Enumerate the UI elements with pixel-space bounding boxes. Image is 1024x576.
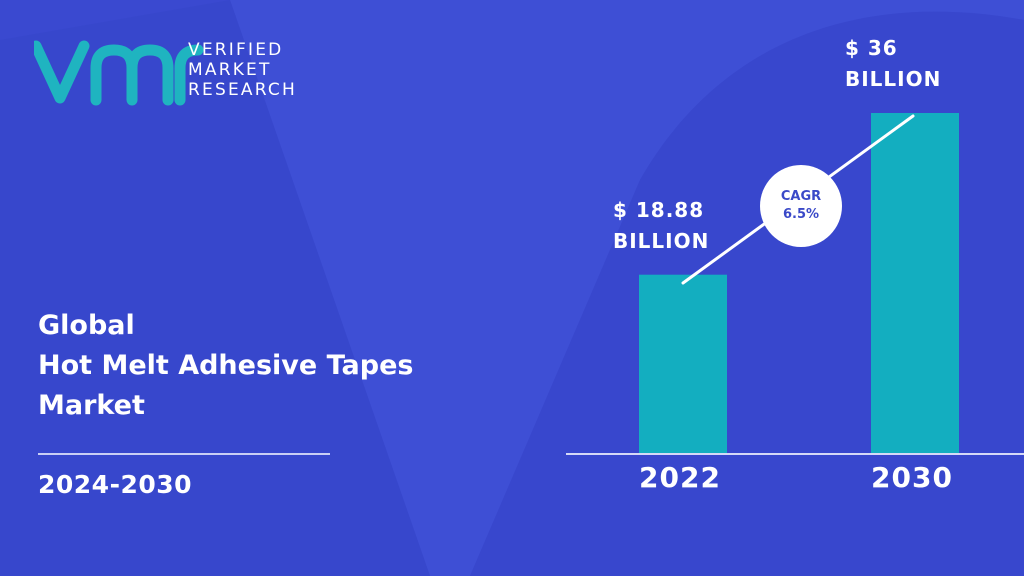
- cagr-badge: CAGR 6.5%: [760, 165, 842, 247]
- brand-line-1: VERIFIED: [188, 40, 284, 60]
- vmr-logo-icon: [34, 40, 204, 106]
- category-label-2030: 2030: [871, 461, 953, 494]
- title-line-1: Global: [38, 310, 135, 341]
- category-label-2022: 2022: [639, 461, 721, 494]
- value-label-amount: $ 18.88: [613, 197, 705, 222]
- cagr-value: 6.5%: [782, 207, 820, 222]
- page-title: Global Hot Melt Adhesive Tapes Market: [38, 306, 413, 426]
- value-label-unit: BILLION: [613, 228, 710, 253]
- forecast-period: 2024-2030: [38, 470, 193, 499]
- title-line-3: Market: [38, 390, 145, 421]
- value-label-unit: BILLION: [845, 67, 942, 91]
- cagr-label: CAGR: [780, 189, 822, 204]
- value-label-amount: $ 36: [845, 36, 898, 60]
- value-label-2030: $ 36 BILLION: [845, 33, 941, 95]
- title-divider: [38, 453, 330, 455]
- brand-line-3: RESEARCH: [188, 80, 297, 100]
- brand-line-2: MARKET: [188, 60, 272, 80]
- bar-2022: [639, 274, 727, 453]
- title-line-2: Hot Melt Adhesive Tapes: [38, 350, 414, 381]
- bar-2030: [871, 113, 959, 453]
- value-label-2022: $ 18.88 BILLION: [613, 195, 709, 257]
- brand-name: VERIFIED MARKET RESEARCH: [188, 40, 297, 100]
